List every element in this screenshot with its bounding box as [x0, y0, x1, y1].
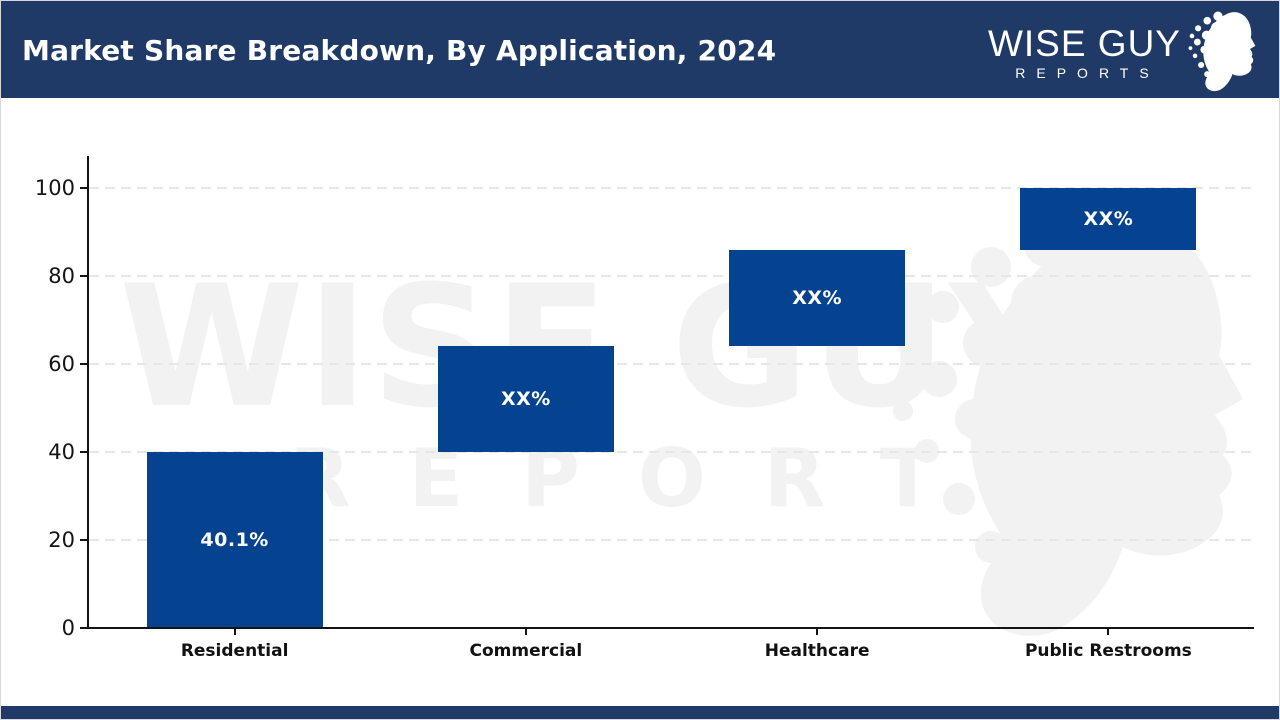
x-tick [816, 627, 819, 635]
category-label: Healthcare [764, 641, 870, 661]
bar-value-label: 40.1% [200, 528, 269, 551]
bar: 40.1% [146, 451, 323, 628]
y-tick [80, 627, 89, 629]
page-title: Market Share Breakdown, By Application, … [22, 34, 777, 67]
y-tick-label: 60 [48, 352, 75, 376]
bar-value-label: XX% [792, 287, 843, 310]
face-profile-icon [1188, 11, 1256, 92]
y-tick [80, 539, 89, 541]
grid-line [89, 187, 1254, 189]
bar-value-label: XX% [1083, 208, 1134, 231]
y-tick [80, 275, 89, 277]
brand-name: WISE GUY [987, 22, 1181, 64]
brand-logo-text: WISE GUY REPORTS [988, 25, 1181, 80]
category-label: Public Restrooms [1024, 641, 1192, 661]
y-tick [80, 363, 89, 365]
x-tick [233, 627, 236, 635]
bar: XX% [729, 250, 906, 347]
bar: XX% [1020, 188, 1197, 251]
grid-line [89, 539, 1254, 541]
header-bar: Market Share Breakdown, By Application, … [1, 1, 1279, 98]
y-tick-label: 0 [61, 616, 75, 640]
category-label: Commercial [469, 641, 583, 661]
brand-subname: REPORTS [1015, 64, 1160, 81]
footer-bar [1, 706, 1279, 719]
y-tick [80, 451, 89, 453]
brand-logo: WISE GUY REPORTS [988, 11, 1267, 93]
y-tick-label: 100 [34, 176, 75, 200]
x-tick [524, 627, 527, 635]
x-tick [1107, 627, 1110, 635]
y-tick-label: 20 [48, 528, 75, 552]
grid-line [89, 451, 1254, 453]
x-axis-line [87, 627, 1254, 629]
grid-line [89, 363, 1254, 365]
y-axis-line [87, 156, 89, 629]
y-tick-label: 80 [48, 264, 75, 288]
bar: XX% [437, 346, 614, 452]
category-label: Residential [180, 641, 289, 661]
watermark-face-icon [893, 219, 1243, 636]
y-tick-label: 40 [48, 440, 75, 464]
chart-plot-area: 0 20 40 60 80 100 Residential Commercial Healthc… [1, 98, 1279, 708]
bar-value-label: XX% [500, 387, 551, 410]
y-tick [80, 187, 89, 189]
grid-line [89, 275, 1254, 277]
